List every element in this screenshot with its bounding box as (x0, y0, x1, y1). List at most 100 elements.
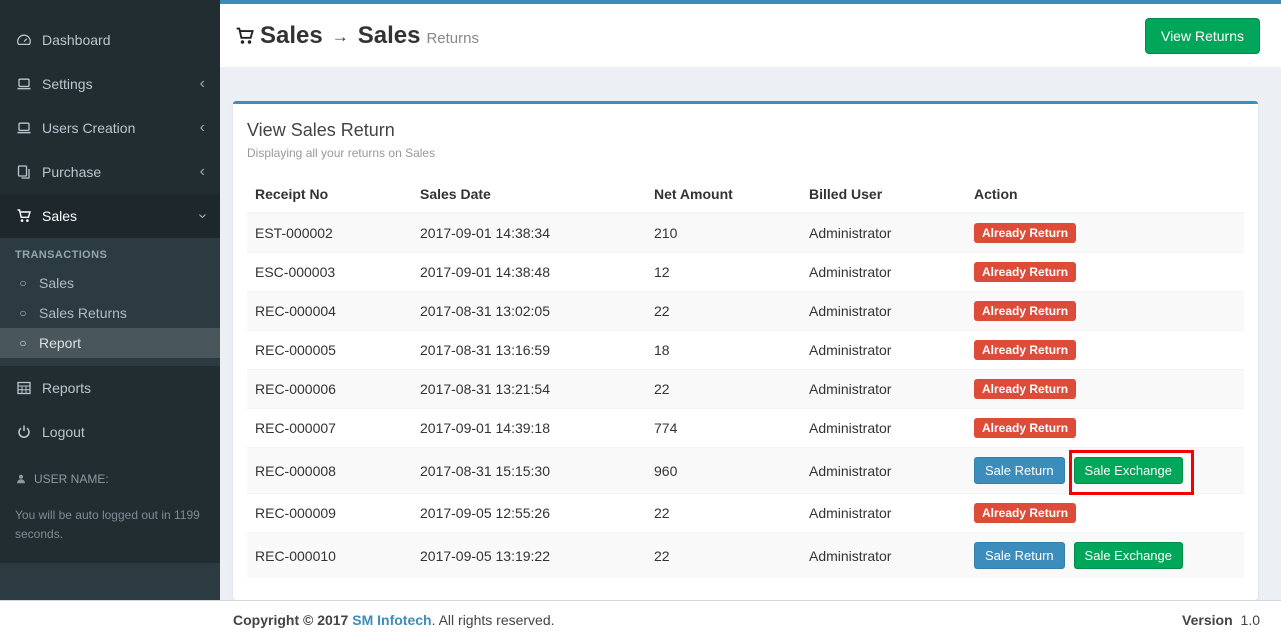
sidebar-item-label: Users Creation (42, 120, 136, 136)
sidebar-item-label: Sales (42, 208, 78, 224)
sidebar-item-dashboard[interactable]: Dashboard (0, 18, 220, 62)
breadcrumb-sales: Sales (260, 21, 323, 49)
sale-exchange-wrap: Sale Exchange (1068, 450, 1194, 495)
sidebar-subitem-sales[interactable]: ○ Sales (0, 268, 220, 298)
sales-return-table: Receipt No Sales Date Net Amount Billed … (247, 176, 1244, 578)
sidebar-subitem-label: Report (39, 335, 82, 351)
action-cell: Already Return (966, 252, 1244, 292)
sidebar-subitem-label: Sales (39, 275, 75, 291)
power-icon (15, 424, 33, 440)
sale-exchange-button[interactable]: Sale Exchange (1073, 542, 1183, 569)
sale-exchange-button[interactable]: Sale Exchange (1073, 457, 1183, 484)
net-amount-cell: 22 (646, 532, 801, 578)
receipt-no-cell: REC-000005 (247, 330, 412, 370)
already-return-badge: Already Return (974, 418, 1077, 438)
sidebar-item-purchase[interactable]: Purchase ‹ (0, 150, 220, 194)
sales-date-cell: 2017-09-05 13:19:22 (412, 532, 646, 578)
billed-user-cell: Administrator (801, 408, 966, 448)
table-row: REC-000010 2017-09-05 13:19:22 22 Admini… (247, 532, 1244, 578)
sidebar-subitem-sales-returns[interactable]: ○ Sales Returns (0, 298, 220, 328)
receipt-no-cell: REC-000006 (247, 369, 412, 409)
net-amount-cell: 12 (646, 252, 801, 292)
net-amount-cell: 774 (646, 408, 801, 448)
copyright-text: Copyright © 2017 SM Infotech. All rights… (233, 612, 555, 628)
action-cell: Sale Return Sale Exchange (966, 447, 1244, 495)
column-sales-date: Sales Date (412, 176, 646, 214)
sale-return-button[interactable]: Sale Return (974, 542, 1065, 569)
company-link[interactable]: SM Infotech (352, 612, 432, 628)
circle-icon: ○ (19, 276, 27, 290)
chevron-left-icon: ‹ (199, 75, 205, 92)
net-amount-cell: 22 (646, 291, 801, 331)
action-cell: Already Return (966, 212, 1244, 253)
sidebar-item-users-creation[interactable]: Users Creation ‹ (0, 106, 220, 150)
sidebar-item-label: Logout (42, 424, 85, 440)
action-cell: Sale Return Sale Exchange (966, 532, 1244, 578)
sidebar-menu: Dashboard Settings ‹ Users Creation ‹ (0, 0, 220, 454)
table-row: REC-000004 2017-08-31 13:02:05 22 Admini… (247, 291, 1244, 331)
page-title: Sales → Sales Returns (235, 22, 479, 50)
user-panel: USER NAME: (0, 454, 220, 490)
sidebar-section-transactions: TRANSACTIONS (15, 249, 108, 261)
billed-user-cell: Administrator (801, 252, 966, 292)
version-number: 1.0 (1240, 612, 1260, 628)
view-returns-button[interactable]: View Returns (1144, 17, 1260, 54)
content-header: Sales → Sales Returns View Returns (220, 4, 1281, 67)
sidebar-subitem-report[interactable]: ○ Report (0, 328, 220, 358)
receipt-no-cell: ESC-000003 (247, 252, 412, 292)
net-amount-cell: 18 (646, 330, 801, 370)
net-amount-cell: 210 (646, 212, 801, 253)
action-cell: Already Return (966, 493, 1244, 533)
table-row: EST-000002 2017-09-01 14:38:34 210 Admin… (247, 212, 1244, 253)
action-cell: Already Return (966, 291, 1244, 331)
version-label: Version (1182, 612, 1233, 628)
sales-return-panel: View Sales Return Displaying all your re… (233, 101, 1258, 600)
panel-title: View Sales Return (247, 120, 395, 140)
version-text: Version 1.0 (1182, 612, 1260, 628)
copyright-prefix: Copyright © 2017 (233, 612, 349, 628)
sales-table-body: EST-000002 2017-09-01 14:38:34 210 Admin… (247, 212, 1244, 578)
action-cell: Already Return (966, 330, 1244, 370)
sales-date-cell: 2017-09-01 14:38:48 (412, 252, 646, 292)
sales-date-cell: 2017-08-31 13:21:54 (412, 369, 646, 409)
receipt-no-cell: EST-000002 (247, 212, 412, 253)
user-icon (15, 473, 27, 485)
table-row: REC-000008 2017-08-31 15:15:30 960 Admin… (247, 447, 1244, 495)
arrow-right-icon: → (331, 26, 349, 46)
laptop-icon (15, 120, 33, 136)
table-row: REC-000005 2017-08-31 13:16:59 18 Admini… (247, 330, 1244, 370)
sales-submenu: TRANSACTIONS ○ Sales ○ Sales Returns ○ R… (0, 238, 220, 366)
circle-icon: ○ (19, 306, 27, 320)
cart-icon (235, 26, 255, 46)
billed-user-cell: Administrator (801, 369, 966, 409)
action-buttons: Sale Return Sale Exchange (974, 542, 1183, 569)
already-return-badge: Already Return (974, 223, 1077, 243)
circle-icon: ○ (19, 336, 27, 350)
sidebar-item-logout[interactable]: Logout (0, 410, 220, 454)
sidebar-item-reports[interactable]: Reports (0, 366, 220, 410)
chevron-left-icon: ‹ (199, 163, 205, 180)
page-title-main: Sales (357, 21, 421, 49)
cart-icon (15, 208, 33, 224)
net-amount-cell: 22 (646, 493, 801, 533)
already-return-badge: Already Return (974, 301, 1077, 321)
already-return-badge: Already Return (974, 379, 1077, 399)
user-name-label: USER NAME: (34, 472, 109, 486)
table-row: REC-000009 2017-09-05 12:55:26 22 Admini… (247, 493, 1244, 533)
main-content: Sales → Sales Returns View Returns View … (220, 0, 1281, 600)
billed-user-cell: Administrator (801, 493, 966, 533)
sale-return-button[interactable]: Sale Return (974, 457, 1065, 484)
billed-user-cell: Administrator (801, 330, 966, 370)
already-return-badge: Already Return (974, 262, 1077, 282)
sidebar-item-label: Settings (42, 76, 93, 92)
table-row: REC-000007 2017-09-01 14:39:18 774 Admin… (247, 408, 1244, 448)
receipt-no-cell: REC-000009 (247, 493, 412, 533)
dashboard-icon (15, 32, 33, 48)
sidebar: Dashboard Settings ‹ Users Creation ‹ (0, 0, 220, 600)
sidebar-item-sales[interactable]: Sales ‹ (0, 194, 220, 238)
sidebar-item-settings[interactable]: Settings ‹ (0, 62, 220, 106)
laptop-icon (15, 76, 33, 92)
footer: Copyright © 2017 SM Infotech. All rights… (0, 600, 1281, 639)
chevron-down-icon: ‹ (193, 213, 211, 219)
app-wrapper: Dashboard Settings ‹ Users Creation ‹ (0, 0, 1281, 600)
